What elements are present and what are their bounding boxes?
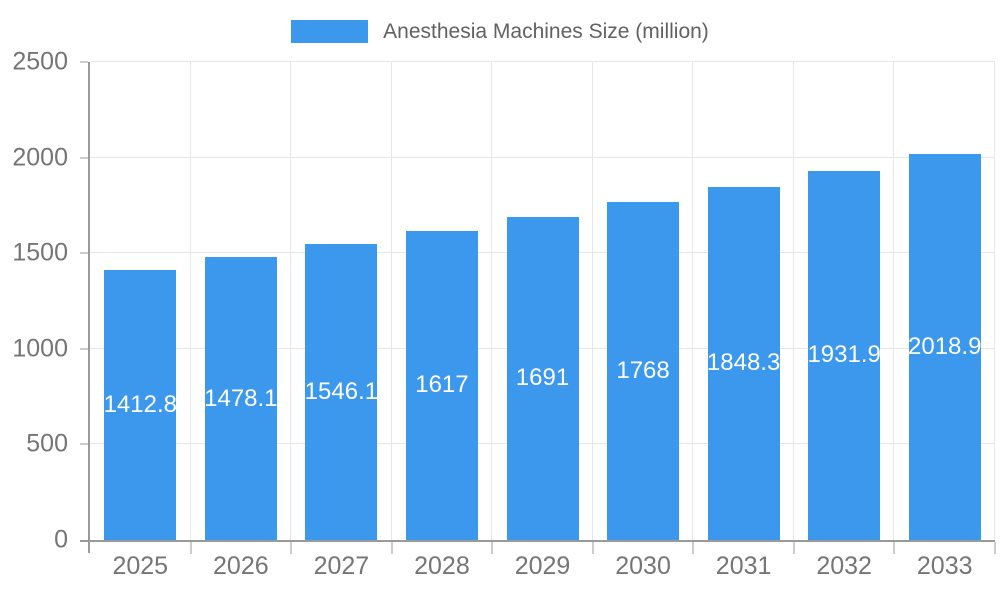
bar-value-label: 1617	[415, 371, 469, 399]
x-axis-tick	[994, 542, 996, 554]
x-axis-label: 2027	[313, 552, 370, 580]
bar-value-label: 1412.8	[103, 390, 177, 418]
legend-swatch-icon	[291, 20, 369, 43]
x-axis-label: 2026	[213, 552, 269, 580]
y-axis-label: 500	[26, 429, 68, 458]
h-gridline	[90, 156, 995, 158]
bar-value-label: 1848.3	[706, 349, 781, 377]
x-axis-tick	[491, 542, 494, 554]
y-axis-label: 1500	[12, 238, 68, 267]
x-axis-label: 2030	[615, 552, 671, 580]
bar-value-label: 1931.9	[807, 341, 881, 369]
y-axis-origin-tick	[88, 540, 90, 553]
x-axis-tick	[290, 542, 293, 554]
v-gridline	[792, 62, 794, 540]
x-axis-tick	[390, 542, 393, 554]
plot-area: 1412.8 1478.1 1546.1 1617 1691 1768 1848.3 1931…	[80, 61, 996, 554]
x-axis-label: 2029	[514, 552, 571, 580]
bar-value-label: 1691	[515, 364, 570, 392]
v-gridline	[893, 62, 895, 540]
x-axis-tick	[189, 542, 192, 554]
y-axis-tick	[80, 347, 88, 350]
bar-2030[interactable]: 1768	[607, 201, 680, 540]
x-axis-label: 2033	[916, 552, 973, 580]
x-axis-tick	[893, 542, 896, 554]
v-gridline	[994, 62, 995, 540]
x-axis-label: 2025	[112, 552, 169, 580]
bar-value-label: 1478.1	[204, 384, 278, 412]
bar-2028[interactable]: 1617	[405, 230, 478, 540]
v-gridline	[390, 62, 392, 540]
bar-value-label: 1768	[616, 356, 670, 384]
h-gridline	[90, 61, 995, 62]
bar-2032[interactable]: 1931.9	[807, 170, 881, 540]
x-axis-label: 2032	[816, 552, 872, 580]
bar-2029[interactable]: 1691	[506, 216, 579, 540]
v-gridline	[189, 62, 191, 540]
v-gridline	[692, 62, 694, 540]
x-axis: 2025 2026 2027 2028 2029 2030 2031 2032 2033	[90, 552, 995, 584]
bar-2025[interactable]: 1412.8	[103, 269, 177, 540]
x-axis-tick	[792, 542, 795, 554]
y-axis-label: 2500	[12, 47, 68, 76]
x-axis-tick	[692, 542, 695, 554]
y-axis-tick	[80, 443, 88, 446]
bar-2026[interactable]: 1478.1	[204, 257, 278, 540]
bar-2027[interactable]: 1546.1	[304, 244, 379, 540]
bar-value-label: 1546.1	[304, 378, 379, 406]
y-axis-label: 2000	[12, 143, 68, 172]
v-gridline	[491, 62, 493, 540]
bar-value-label: 2018.9	[908, 333, 982, 360]
bar-2031[interactable]: 1848.3	[706, 186, 781, 540]
y-axis-tick	[80, 156, 88, 159]
legend-label: Anesthesia Machines Size (million)	[383, 19, 709, 43]
x-axis-tick	[591, 542, 594, 554]
x-axis-label: 2031	[715, 552, 772, 580]
legend[interactable]: Anesthesia Machines Size (million)	[0, 20, 1000, 43]
y-axis-tick	[80, 252, 88, 255]
y-axis: 0 500 1000 1500 2000 2500	[0, 48, 78, 554]
x-axis-label: 2028	[414, 552, 470, 580]
v-gridline	[591, 62, 593, 540]
v-gridline	[290, 62, 292, 540]
x-axis-origin-tick	[80, 540, 90, 542]
bar-2033[interactable]: 2018.9	[908, 154, 982, 540]
y-axis-label: 1000	[12, 334, 68, 363]
y-axis-label: 0	[54, 525, 68, 554]
y-axis-tick	[80, 61, 88, 63]
